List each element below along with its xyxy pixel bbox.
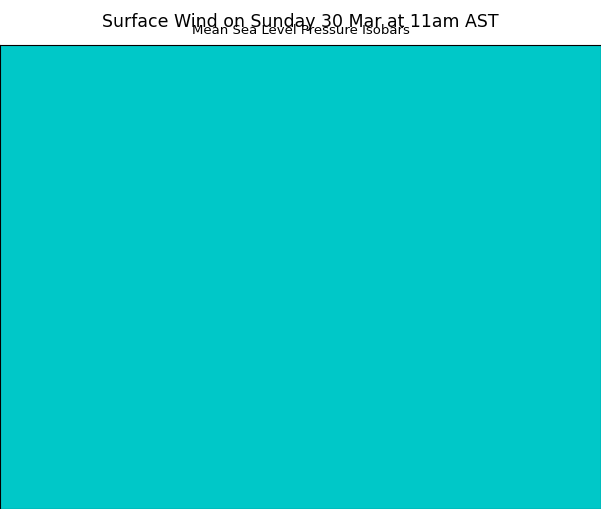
- Text: Surface Wind on Sunday 30 Mar at 11am AST: Surface Wind on Sunday 30 Mar at 11am AS…: [102, 13, 499, 31]
- Text: Mean Sea Level Pressure Isobars: Mean Sea Level Pressure Isobars: [192, 24, 409, 37]
